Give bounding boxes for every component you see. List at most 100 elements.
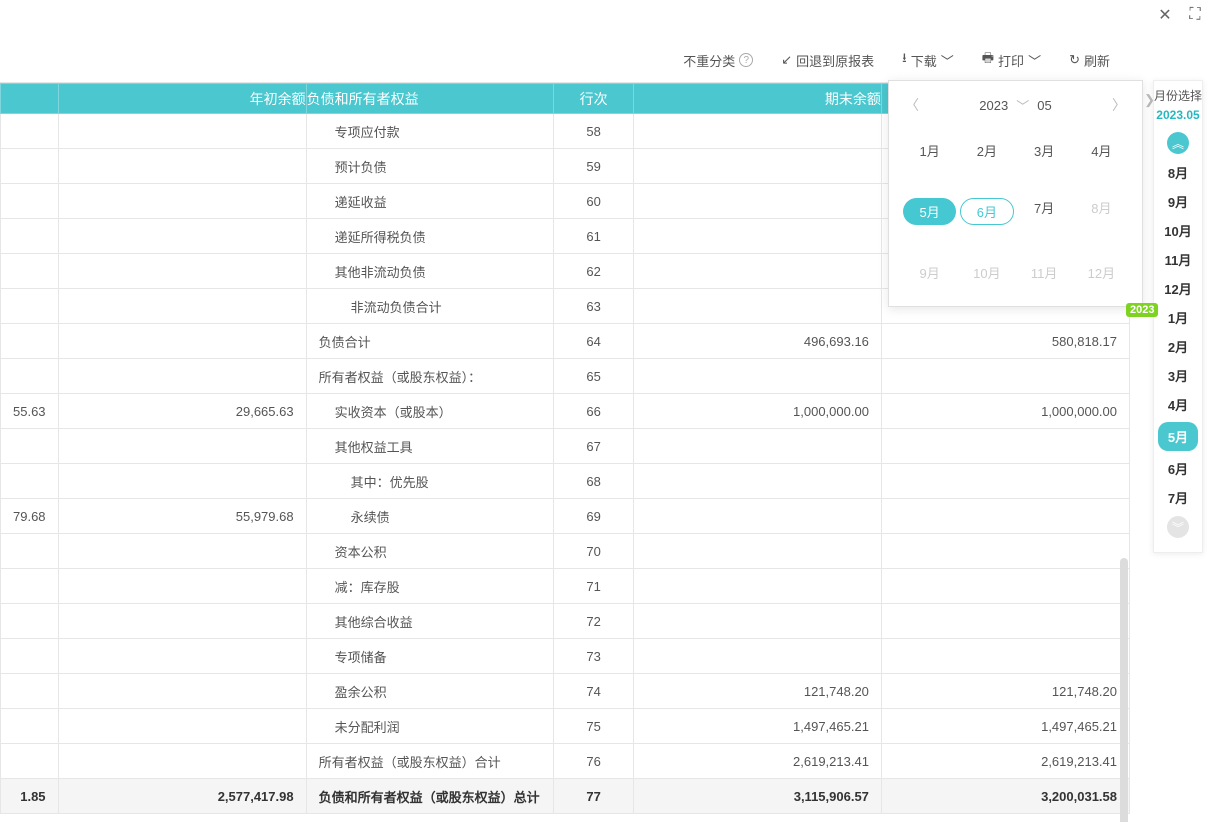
cell-c: 资本公积 [306, 534, 554, 569]
cell-f: 121,748.20 [881, 674, 1129, 709]
cell-e [633, 359, 881, 394]
picker-month-cell[interactable]: 1月 [903, 141, 956, 160]
cell-e [633, 114, 881, 149]
cell-e: 1,000,000.00 [633, 394, 881, 429]
chevron-down-icon: ﹀ [1016, 96, 1029, 115]
cell-b [58, 674, 306, 709]
side-month-item[interactable]: 11月 [1154, 245, 1202, 274]
picker-month-cell[interactable]: 7月 [1018, 198, 1071, 225]
cell-d: 67 [554, 429, 633, 464]
table-header-frag [1, 84, 59, 114]
cell-d: 63 [554, 289, 633, 324]
picker-month-cell: 11月 [1018, 263, 1071, 282]
picker-year-month[interactable]: 2023 ﹀ 05 [979, 96, 1051, 115]
cell-f [881, 604, 1129, 639]
picker-next-icon[interactable]: 〉 [1112, 95, 1126, 115]
help-icon[interactable]: ? [739, 53, 753, 67]
table-row: 55.6329,665.63实收资本（或股本）661,000,000.001,0… [1, 394, 1130, 429]
cell-a [1, 464, 59, 499]
cell-a [1, 639, 59, 674]
cell-d: 75 [554, 709, 633, 744]
cell-b: 55,979.68 [58, 499, 306, 534]
cell-f [881, 464, 1129, 499]
print-label: 打印 [998, 51, 1024, 70]
cell-f [881, 429, 1129, 464]
cell-c: 专项储备 [306, 639, 554, 674]
picker-month-cell: 10月 [960, 263, 1013, 282]
cell-e [633, 499, 881, 534]
cell-e: 3,115,906.57 [633, 779, 881, 814]
cell-c: 预计负债 [306, 149, 554, 184]
picker-month-cell[interactable]: 5月 [903, 198, 956, 225]
no-reclass-toggle[interactable]: 不重分类 ? [683, 51, 753, 70]
cell-e: 2,619,213.41 [633, 744, 881, 779]
cell-f [881, 534, 1129, 569]
side-year-badge: 2023 [1126, 303, 1158, 317]
side-month-item[interactable]: 2月 [1154, 332, 1202, 361]
cell-b [58, 324, 306, 359]
side-month-item[interactable]: 5月 [1158, 422, 1198, 451]
download-button[interactable]: ⭳ 下载 ﹀ [902, 49, 954, 71]
close-icon[interactable]: ✕ [1155, 5, 1175, 25]
cell-a [1, 429, 59, 464]
cell-f: 1,000,000.00 [881, 394, 1129, 429]
cell-b: 29,665.63 [58, 394, 306, 429]
cell-d: 62 [554, 254, 633, 289]
cell-b [58, 639, 306, 674]
cell-c: 盈余公积 [306, 674, 554, 709]
side-month-item[interactable]: 12月 [1154, 274, 1202, 303]
cell-e [633, 254, 881, 289]
table-row: 盈余公积74121,748.20121,748.20 [1, 674, 1130, 709]
side-down-icon[interactable]: ︾ [1167, 516, 1189, 538]
table-row: 未分配利润751,497,465.211,497,465.21 [1, 709, 1130, 744]
print-button[interactable]: 🖶 打印 ﹀ [982, 49, 1041, 71]
side-month-item[interactable]: 9月 [1154, 187, 1202, 216]
expand-icon[interactable]: ⛶ [1185, 5, 1205, 25]
table-row: 所有者权益（或股东权益）：65 [1, 359, 1130, 394]
cell-d: 76 [554, 744, 633, 779]
back-arrow-icon: ↙ [781, 52, 792, 68]
cell-d: 70 [554, 534, 633, 569]
side-month-item[interactable]: 6月 [1154, 454, 1202, 483]
cell-f: 580,818.17 [881, 324, 1129, 359]
cell-a [1, 359, 59, 394]
cell-e [633, 464, 881, 499]
cell-f [881, 569, 1129, 604]
picker-prev-icon[interactable]: 〈 [905, 95, 919, 115]
table-row: 1.852,577,417.98负债和所有者权益（或股东权益）总计773,115… [1, 779, 1130, 814]
picker-month-cell[interactable]: 4月 [1075, 141, 1128, 160]
cell-d: 64 [554, 324, 633, 359]
cell-b [58, 289, 306, 324]
picker-month-cell[interactable]: 6月 [960, 198, 1013, 225]
cell-c: 非流动负债合计 [306, 289, 554, 324]
cell-e: 1,497,465.21 [633, 709, 881, 744]
vertical-scrollbar[interactable] [1120, 558, 1128, 822]
picker-month-cell[interactable]: 3月 [1018, 141, 1071, 160]
cell-c: 负债合计 [306, 324, 554, 359]
cell-a [1, 254, 59, 289]
cell-f [881, 359, 1129, 394]
cell-e [633, 569, 881, 604]
picker-month-cell: 8月 [1075, 198, 1128, 225]
side-month-item[interactable]: 10月 [1154, 216, 1202, 245]
side-month-item[interactable]: 1月 [1154, 303, 1202, 332]
cell-f [881, 499, 1129, 534]
side-up-icon[interactable]: ︽ [1167, 132, 1189, 154]
picker-month-cell[interactable]: 2月 [960, 141, 1013, 160]
side-month-item[interactable]: 3月 [1154, 361, 1202, 390]
back-button[interactable]: ↙ 回退到原报表 [781, 51, 874, 70]
side-month-item[interactable]: 8月 [1154, 158, 1202, 187]
cell-b [58, 254, 306, 289]
side-month-item[interactable]: 4月 [1154, 390, 1202, 419]
side-month-item[interactable]: 7月 [1154, 483, 1202, 512]
chevron-down-icon: ﹀ [941, 51, 954, 70]
refresh-button[interactable]: ↻ 刷新 [1069, 51, 1110, 70]
table-row: 专项储备73 [1, 639, 1130, 674]
cell-e [633, 184, 881, 219]
download-label: 下载 [911, 51, 937, 70]
cell-e [633, 289, 881, 324]
cell-b [58, 604, 306, 639]
cell-c: 其他综合收益 [306, 604, 554, 639]
cell-d: 66 [554, 394, 633, 429]
table-row: 其中：优先股68 [1, 464, 1130, 499]
